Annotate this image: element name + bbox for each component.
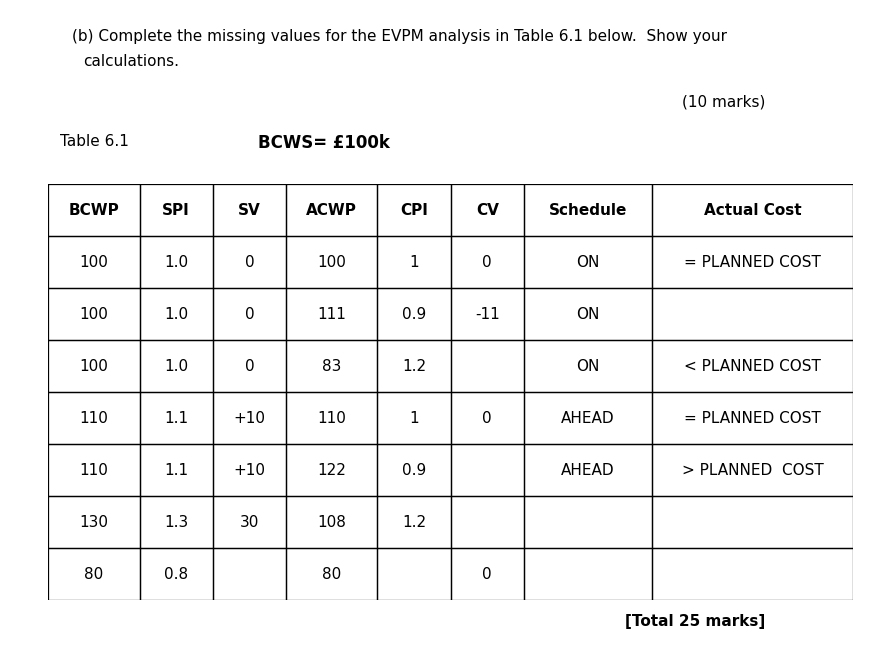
- Text: 1.1: 1.1: [164, 463, 188, 478]
- Text: 130: 130: [80, 515, 108, 530]
- Text: 100: 100: [80, 307, 108, 322]
- Text: ACWP: ACWP: [306, 203, 357, 218]
- Text: 111: 111: [318, 307, 346, 322]
- Text: 1.2: 1.2: [402, 359, 426, 374]
- Text: 80: 80: [84, 567, 103, 582]
- Text: 110: 110: [80, 411, 108, 426]
- Text: 110: 110: [318, 411, 346, 426]
- Text: 110: 110: [80, 463, 108, 478]
- Text: CV: CV: [476, 203, 499, 218]
- Text: 1.1: 1.1: [164, 411, 188, 426]
- Text: 100: 100: [318, 255, 346, 270]
- Text: AHEAD: AHEAD: [561, 411, 614, 426]
- Text: = PLANNED COST: = PLANNED COST: [684, 255, 821, 270]
- Text: ON: ON: [576, 359, 599, 374]
- Text: 0: 0: [245, 255, 255, 270]
- Text: CPI: CPI: [400, 203, 428, 218]
- Text: AHEAD: AHEAD: [561, 463, 614, 478]
- Text: BCWS= £100k: BCWS= £100k: [258, 134, 390, 152]
- Text: Table 6.1: Table 6.1: [60, 134, 129, 149]
- Text: (10 marks): (10 marks): [682, 95, 766, 110]
- Text: +10: +10: [234, 463, 265, 478]
- Text: ON: ON: [576, 255, 599, 270]
- Text: < PLANNED COST: < PLANNED COST: [684, 359, 821, 374]
- Text: 0.9: 0.9: [402, 307, 426, 322]
- Text: SPI: SPI: [163, 203, 190, 218]
- Text: 1: 1: [410, 411, 419, 426]
- Text: 1: 1: [410, 255, 419, 270]
- Text: 0: 0: [482, 567, 492, 582]
- Text: 122: 122: [318, 463, 346, 478]
- Text: 1.3: 1.3: [164, 515, 188, 530]
- Text: +10: +10: [234, 411, 265, 426]
- Text: 1.2: 1.2: [402, 515, 426, 530]
- Text: BCWP: BCWP: [68, 203, 119, 218]
- Text: 80: 80: [322, 567, 341, 582]
- Text: 100: 100: [80, 255, 108, 270]
- Text: (b) Complete the missing values for the EVPM analysis in Table 6.1 below.  Show : (b) Complete the missing values for the …: [72, 29, 727, 44]
- Text: Actual Cost: Actual Cost: [704, 203, 802, 218]
- Text: SV: SV: [238, 203, 261, 218]
- Text: 0: 0: [482, 255, 492, 270]
- Text: 30: 30: [240, 515, 259, 530]
- Text: Schedule: Schedule: [549, 203, 627, 218]
- Text: -11: -11: [475, 307, 500, 322]
- Text: 1.0: 1.0: [164, 359, 188, 374]
- Text: 0: 0: [482, 411, 492, 426]
- Text: 0.8: 0.8: [164, 567, 188, 582]
- Text: 100: 100: [80, 359, 108, 374]
- Text: = PLANNED COST: = PLANNED COST: [684, 411, 821, 426]
- Text: calculations.: calculations.: [83, 54, 179, 69]
- Text: [Total 25 marks]: [Total 25 marks]: [626, 614, 766, 629]
- Text: 108: 108: [318, 515, 346, 530]
- Text: 83: 83: [322, 359, 341, 374]
- Text: 1.0: 1.0: [164, 307, 188, 322]
- Text: 0: 0: [245, 359, 255, 374]
- Text: 1.0: 1.0: [164, 255, 188, 270]
- Text: 0: 0: [245, 307, 255, 322]
- Text: > PLANNED  COST: > PLANNED COST: [682, 463, 823, 478]
- Text: ON: ON: [576, 307, 599, 322]
- Text: 0.9: 0.9: [402, 463, 426, 478]
